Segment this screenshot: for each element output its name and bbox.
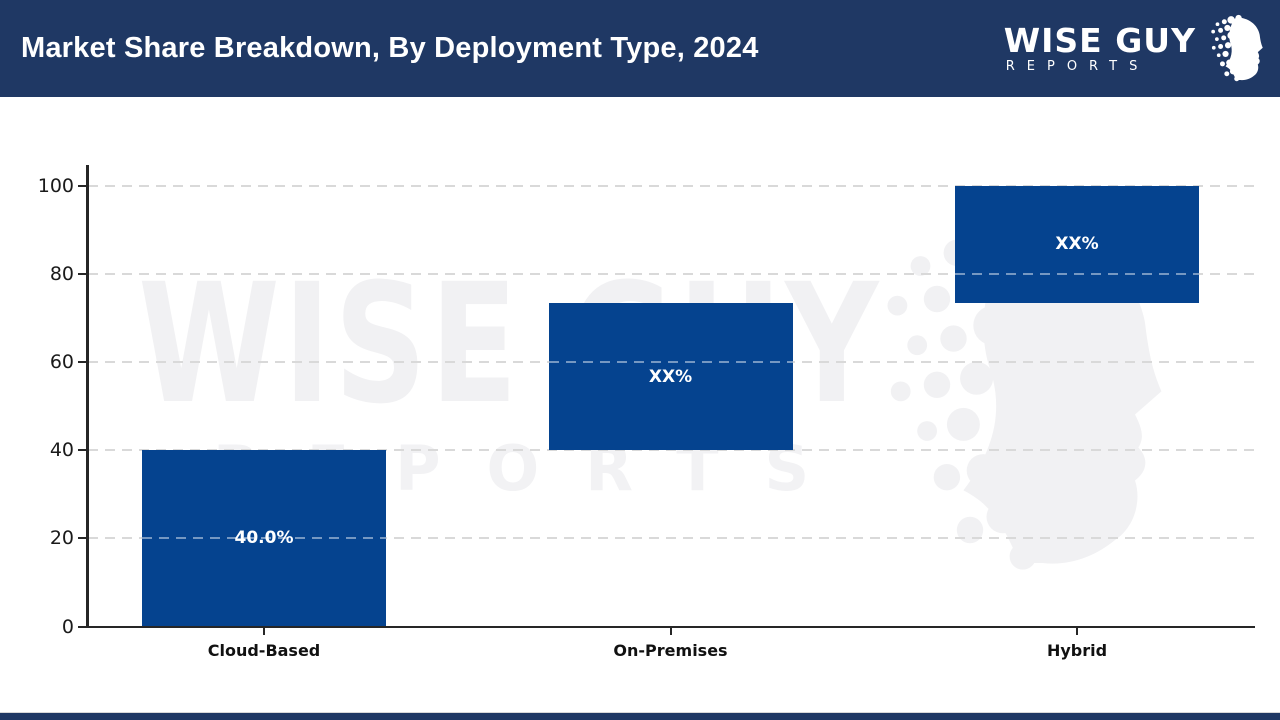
- x-category-label: Hybrid: [1046, 641, 1108, 660]
- gridline: [88, 537, 1255, 540]
- bar-segment: [548, 303, 793, 451]
- y-tick-label: 0: [61, 615, 74, 638]
- gridline-on-bar: [548, 360, 793, 363]
- wiseguy-logo: WISE GUY REPORTS: [1004, 12, 1264, 86]
- x-tick: [263, 627, 265, 635]
- gridline-on-bar: [142, 537, 386, 540]
- y-tick-label: 100: [37, 174, 74, 197]
- gridline: [88, 272, 1255, 275]
- y-tick-label: 20: [49, 527, 74, 550]
- footer-hairline: [0, 712, 1280, 713]
- x-tick: [669, 627, 672, 635]
- y-tick-label: 60: [49, 350, 74, 373]
- gridline: [88, 449, 1255, 452]
- logo-wordmark: WISE GUY: [1003, 21, 1196, 60]
- y-tick: [78, 449, 87, 452]
- footer-bar: [0, 713, 1280, 720]
- y-axis-line: [86, 165, 89, 628]
- header-bar: Market Share Breakdown, By Deployment Ty…: [0, 0, 1280, 97]
- y-tick: [78, 360, 87, 363]
- bar-segment: [142, 450, 386, 627]
- y-tick: [78, 184, 87, 187]
- y-tick: [78, 625, 87, 628]
- y-tick-label: 40: [49, 439, 74, 462]
- x-tick: [1076, 627, 1078, 635]
- bar-segment: [955, 185, 1199, 304]
- x-category-label: On-Premises: [613, 641, 728, 660]
- gridline: [88, 184, 1255, 187]
- gridline-on-bar: [955, 272, 1199, 275]
- bar-value-label: XX%: [648, 366, 693, 387]
- bar-value-label: 40.0%: [234, 528, 294, 549]
- x-category-label: Cloud-Based: [207, 641, 321, 660]
- x-axis-line: [86, 625, 1255, 628]
- y-tick: [78, 272, 87, 275]
- y-tick: [78, 537, 87, 540]
- logo-subtext: REPORTS: [1005, 59, 1150, 74]
- y-tick-label: 80: [49, 262, 74, 285]
- page-title: Market Share Breakdown, By Deployment Ty…: [21, 32, 759, 64]
- bar-value-label: XX%: [1055, 234, 1099, 255]
